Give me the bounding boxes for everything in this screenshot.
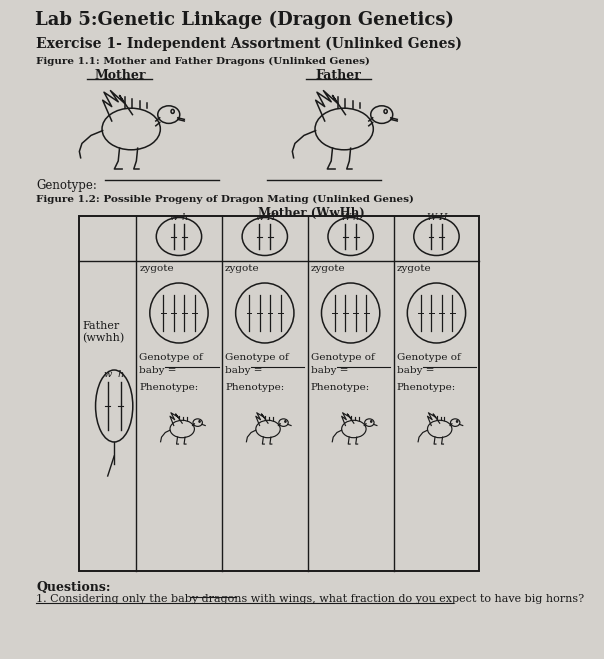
Text: Father: Father [83,321,120,331]
Text: Phenotype:: Phenotype: [140,383,199,392]
Text: baby =: baby = [225,366,266,375]
Text: H: H [438,213,446,222]
Text: Genotype:: Genotype: [36,179,97,192]
Text: Phenotype:: Phenotype: [311,383,370,392]
Text: baby =: baby = [397,366,437,375]
Text: W: W [340,213,350,222]
Text: Lab 5:Genetic Linkage (Dragon Genetics): Lab 5:Genetic Linkage (Dragon Genetics) [35,11,454,29]
Text: (wwhh): (wwhh) [83,333,125,343]
Text: w: w [169,213,178,222]
Text: Phenotype:: Phenotype: [397,383,456,392]
Text: 1. Considering only the baby dragons with wings, what fraction do you expect to : 1. Considering only the baby dragons wit… [36,594,585,604]
Text: zygote: zygote [311,264,345,273]
Text: Figure 1.2: Possible Progeny of Dragon Mating (Unlinked Genes): Figure 1.2: Possible Progeny of Dragon M… [36,195,414,204]
Text: Mother (WwHh): Mother (WwHh) [259,207,365,220]
Text: Genotype of: Genotype of [397,353,460,362]
Text: zygote: zygote [225,264,260,273]
Text: Exercise 1- Independent Assortment (Unlinked Genes): Exercise 1- Independent Assortment (Unli… [36,37,463,51]
Text: baby =: baby = [140,366,180,375]
Text: w: w [103,370,112,379]
Text: h: h [118,370,124,379]
Text: Figure 1.1: Mother and Father Dragons (Unlinked Genes): Figure 1.1: Mother and Father Dragons (U… [36,57,370,66]
Text: h: h [181,213,187,222]
Text: Mother: Mother [94,69,146,82]
Text: Phenotype:: Phenotype: [225,383,284,392]
Text: H: H [266,213,274,222]
Bar [79,216,480,571]
Text: Genotype of: Genotype of [225,353,289,362]
Text: h: h [353,213,359,222]
Text: Father: Father [315,69,361,82]
Text: w: w [255,213,263,222]
Text: baby =: baby = [311,366,352,375]
Text: Genotype of: Genotype of [311,353,374,362]
Text: zygote: zygote [140,264,174,273]
Text: zygote: zygote [397,264,431,273]
Text: W: W [426,213,436,222]
Text: Questions:: Questions: [36,581,111,594]
Text: Genotype of: Genotype of [140,353,203,362]
